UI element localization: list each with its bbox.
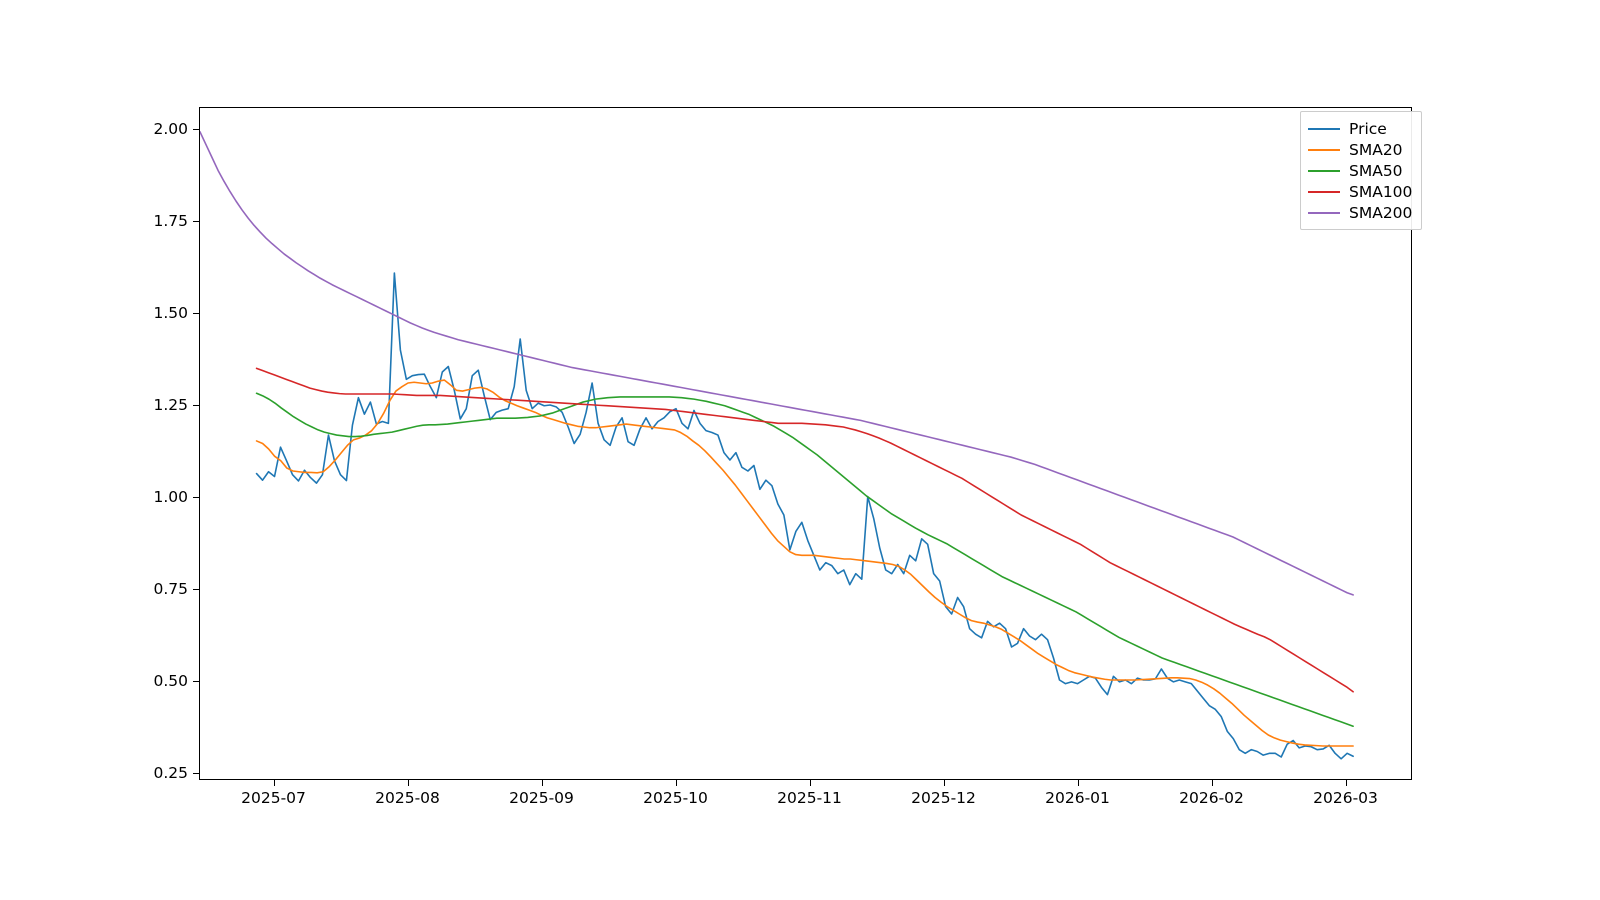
x-tick-label: 2025-10 <box>643 789 708 807</box>
x-tick-label: 2025-08 <box>375 789 440 807</box>
y-tick-mark <box>193 312 199 315</box>
legend-item-price[interactable]: Price <box>1308 118 1412 139</box>
legend-item-sma50[interactable]: SMA50 <box>1308 160 1412 181</box>
x-tick-mark <box>809 780 811 786</box>
x-tick-mark <box>407 780 409 786</box>
y-tick-label: 1.75 <box>153 212 188 230</box>
y-tick-mark <box>193 404 199 406</box>
y-tick-mark <box>193 588 199 590</box>
x-tick-mark <box>943 780 945 786</box>
y-tick-label: 2.00 <box>153 120 188 139</box>
x-tick-label: 2026-03 <box>1313 789 1378 807</box>
y-tick-label: 0.25 <box>153 763 188 782</box>
x-tick-mark <box>1345 780 1347 786</box>
x-tick-label: 2025-12 <box>911 789 976 807</box>
y-tick-label: 1.00 <box>153 487 188 506</box>
x-tick-mark <box>1211 780 1213 786</box>
plot-lines <box>200 108 1411 779</box>
y-tick-mark <box>193 129 199 131</box>
legend-label: SMA200 <box>1349 203 1413 222</box>
series-line-sma100 <box>257 368 1354 691</box>
y-tick-label: 1.50 <box>153 303 188 322</box>
x-tick-label: 2025-11 <box>777 789 842 807</box>
legend-color-swatch-sma100 <box>1308 190 1340 193</box>
legend-item-sma20[interactable]: SMA20 <box>1308 139 1412 160</box>
legend-color-swatch-sma200 <box>1308 211 1340 214</box>
x-tick-mark <box>1077 780 1079 786</box>
legend-label: SMA50 <box>1349 161 1403 180</box>
x-tick-label: 2025-07 <box>241 789 306 807</box>
legend-item-sma100[interactable]: SMA100 <box>1308 181 1412 202</box>
legend-item-sma200[interactable]: SMA200 <box>1308 202 1412 223</box>
legend-label: SMA100 <box>1349 182 1413 201</box>
x-tick-mark <box>675 780 677 786</box>
y-tick-label: 0.50 <box>153 671 188 690</box>
y-tick-mark <box>193 772 199 774</box>
y-tick-mark <box>193 680 199 682</box>
x-tick-label: 2026-02 <box>1179 789 1244 807</box>
plot-area <box>199 107 1412 780</box>
y-tick-mark <box>193 221 199 223</box>
series-line-price <box>257 273 1354 759</box>
y-tick-label: 1.25 <box>153 395 188 414</box>
legend-color-swatch-sma20 <box>1308 148 1340 151</box>
legend-color-swatch-price <box>1308 127 1340 130</box>
x-tick-label: 2026-01 <box>1045 789 1110 807</box>
x-tick-label: 2025-09 <box>509 789 574 807</box>
legend-label: Price <box>1349 119 1387 138</box>
series-line-sma50 <box>257 393 1354 726</box>
chart-legend: Price SMA20 SMA50 SMA100 SMA200 <box>1300 111 1423 230</box>
y-tick-label: 0.75 <box>153 579 188 598</box>
y-tick-mark <box>193 496 199 498</box>
x-tick-mark <box>541 780 543 786</box>
series-line-sma20 <box>257 380 1354 746</box>
legend-label: SMA20 <box>1349 140 1403 159</box>
series-line-sma200 <box>200 132 1353 595</box>
legend-color-swatch-sma50 <box>1308 169 1340 172</box>
x-tick-mark <box>273 780 275 786</box>
